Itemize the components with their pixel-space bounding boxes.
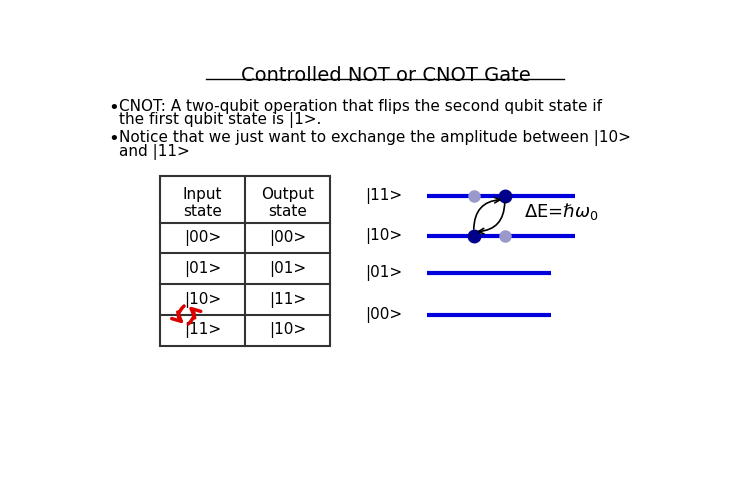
Text: •: • xyxy=(108,99,119,117)
Text: CNOT: A two-qubit operation that flips the second qubit state if: CNOT: A two-qubit operation that flips t… xyxy=(119,99,602,114)
Text: |00>: |00> xyxy=(184,230,221,246)
Text: state: state xyxy=(268,204,307,219)
FancyArrowPatch shape xyxy=(188,308,201,324)
Text: |01>: |01> xyxy=(184,261,221,277)
Text: the first qubit state is |1>.: the first qubit state is |1>. xyxy=(119,112,321,128)
Text: |11>: |11> xyxy=(184,323,221,338)
Text: |10>: |10> xyxy=(365,228,402,244)
Text: Notice that we just want to exchange the amplitude between |10>: Notice that we just want to exchange the… xyxy=(119,130,631,146)
Text: $\Delta$E=ℏ$\omega_0$: $\Delta$E=ℏ$\omega_0$ xyxy=(524,201,599,223)
Text: |10>: |10> xyxy=(269,323,306,338)
Text: |00>: |00> xyxy=(365,307,402,323)
FancyArrowPatch shape xyxy=(474,197,500,229)
Text: |11>: |11> xyxy=(269,291,306,307)
Text: Controlled NOT or CNOT Gate: Controlled NOT or CNOT Gate xyxy=(241,66,530,85)
Text: |01>: |01> xyxy=(269,261,306,277)
Text: •: • xyxy=(108,130,119,148)
FancyArrowPatch shape xyxy=(478,202,505,234)
Text: state: state xyxy=(183,204,222,219)
Text: Output: Output xyxy=(261,187,314,202)
FancyArrowPatch shape xyxy=(171,306,184,321)
Bar xyxy=(160,176,330,346)
Text: |01>: |01> xyxy=(365,264,402,281)
Text: |10>: |10> xyxy=(184,291,221,307)
Text: |11>: |11> xyxy=(365,187,402,203)
Text: and |11>: and |11> xyxy=(119,144,190,160)
Text: |00>: |00> xyxy=(269,230,306,246)
Text: Input: Input xyxy=(183,187,223,202)
